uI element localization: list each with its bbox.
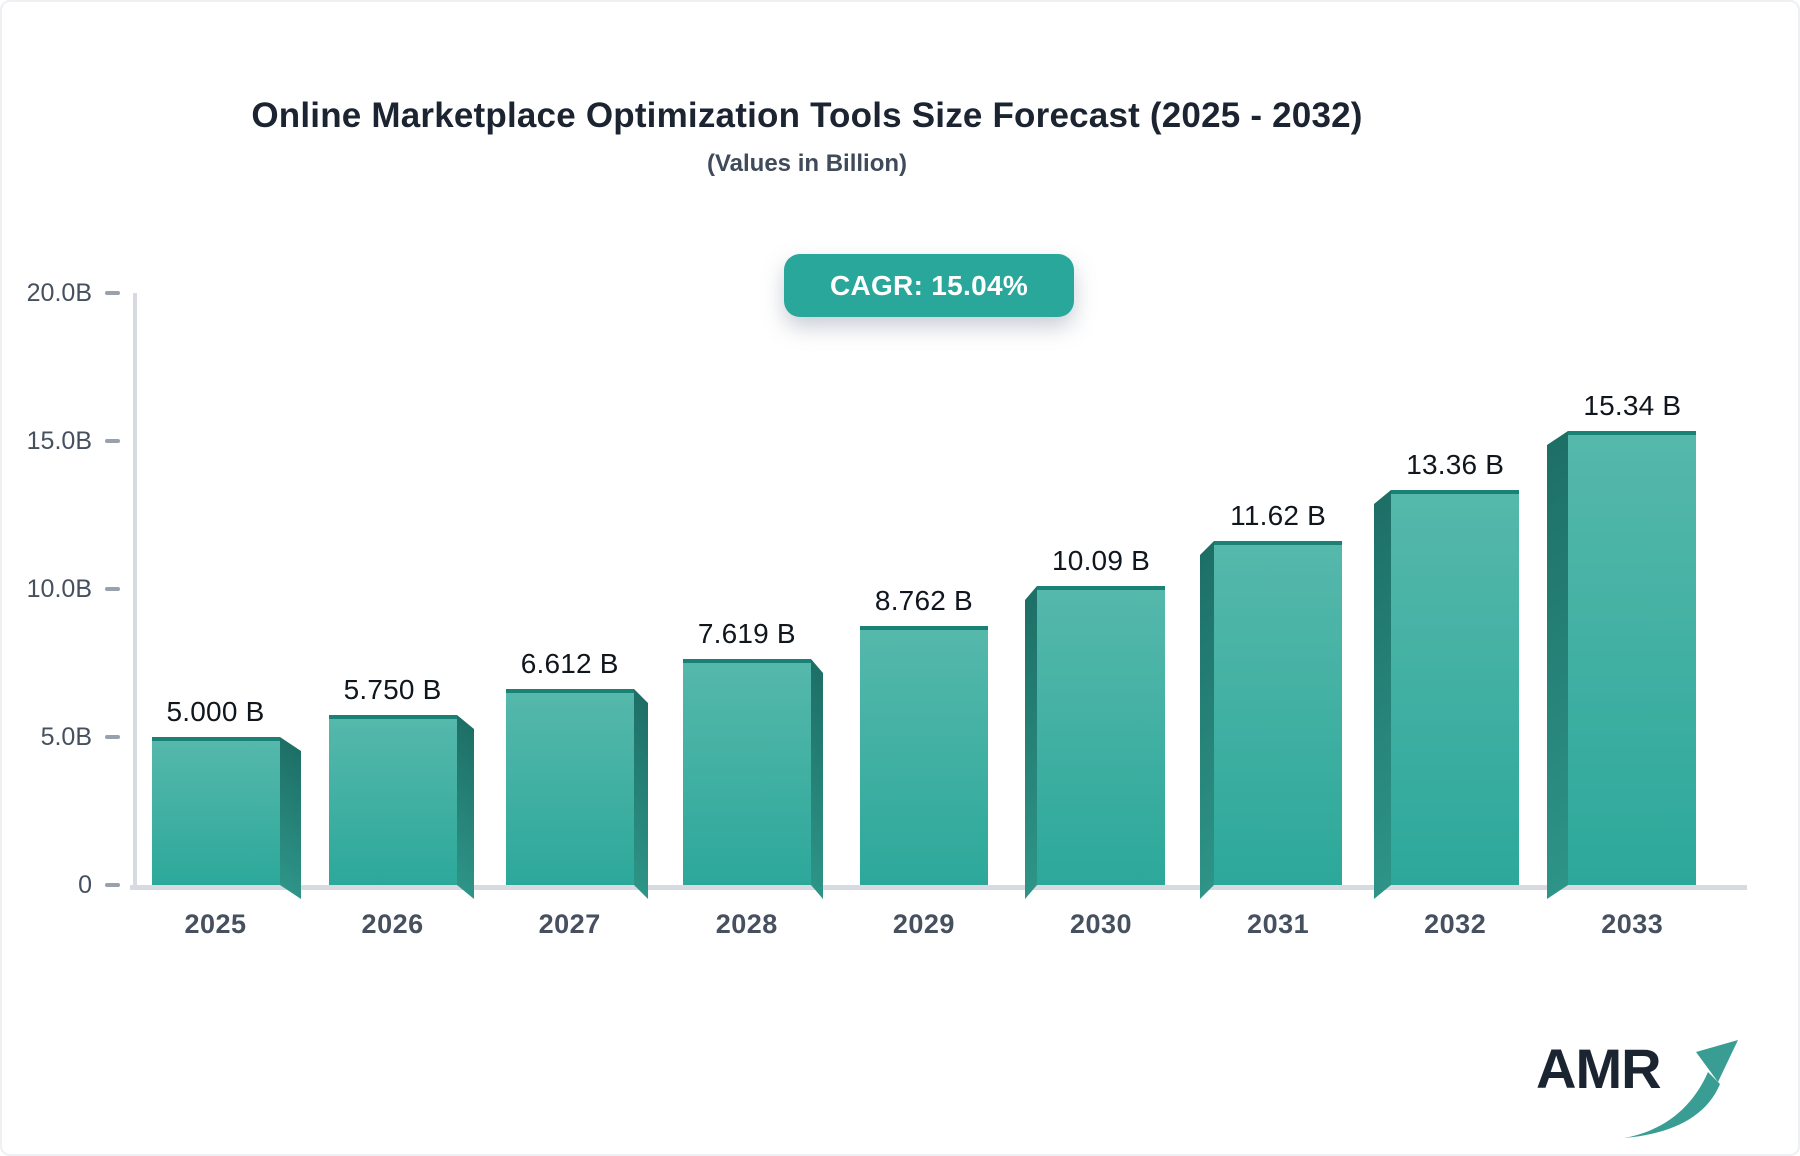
chart-subtitle: (Values in Billion) [706, 150, 908, 177]
bar-2033 [1568, 430, 1697, 885]
bar-value-label-2032: 13.36 B [1406, 448, 1505, 480]
y-tick-label-10.0B: 10.0B [26, 575, 92, 603]
x-axis-label-2025: 2025 [184, 909, 247, 939]
bar-value-label-2029: 8.762 B [874, 584, 973, 616]
y-tick-label-5.0B: 5.0B [40, 723, 92, 751]
y-tick-mark [105, 587, 120, 591]
amr-logo-text: AMR [1536, 1037, 1662, 1100]
cagr-badge: CAGR: 15.04% [784, 254, 1074, 317]
x-axis-label-2031: 2031 [1247, 909, 1310, 939]
bar-value-label-2033: 15.34 B [1583, 389, 1682, 421]
y-tick-mark [105, 439, 120, 443]
bar-2032 [1391, 489, 1520, 885]
bar-side-face-2032 [1374, 489, 1392, 899]
bar-side-face-2027 [633, 689, 648, 899]
bar-side-face-2025 [279, 737, 301, 899]
y-tick-label-15.0B: 15.0B [26, 427, 92, 455]
y-tick-label-20.0B: 20.0B [26, 279, 92, 307]
bar-2026 [328, 714, 457, 885]
x-axis-label-2033: 2033 [1601, 909, 1664, 939]
bar-2028 [682, 659, 811, 885]
y-tick-mark [105, 883, 120, 887]
bar-side-face-2026 [456, 714, 474, 899]
bar-value-label-2028: 7.619 B [697, 618, 796, 650]
bar-side-face-2028 [810, 659, 823, 899]
bar-value-label-2031: 11.62 B [1230, 500, 1327, 532]
x-axis-label-2030: 2030 [1069, 909, 1133, 939]
bar-side-face-2031 [1200, 541, 1215, 899]
y-tick-label-0: 0 [78, 871, 92, 899]
bar-2030 [1037, 586, 1165, 885]
bar-2027 [505, 689, 634, 885]
growth-arrow-icon [1624, 1040, 1738, 1138]
y-tick-mark [105, 291, 120, 295]
bar-side-face-2030 [1025, 586, 1037, 899]
bar-side-face-2033 [1547, 430, 1569, 899]
x-axis-label-2029: 2029 [892, 909, 955, 939]
x-axis-label-2028: 2028 [715, 909, 778, 939]
x-axis-label-2032: 2032 [1424, 909, 1487, 939]
amr-logo: AMR [1530, 1032, 1740, 1142]
y-axis-line [133, 293, 137, 885]
bar-value-label-2026: 5.750 B [343, 673, 442, 705]
bar-2029 [859, 625, 988, 885]
y-tick-mark [105, 735, 120, 739]
bar-2031 [1214, 541, 1343, 885]
bar-2025 [151, 737, 280, 885]
bar-value-label-2027: 6.612 B [520, 648, 619, 680]
x-axis-label-2027: 2027 [538, 909, 601, 939]
chart-title: Online Marketplace Optimization Tools Si… [251, 96, 1363, 135]
x-axis-label-2026: 2026 [361, 909, 424, 939]
bar-value-label-2025: 5.000 B [166, 696, 265, 727]
bar-value-label-2030: 10.09 B [1052, 545, 1150, 577]
x-axis-baseline [130, 885, 1747, 890]
